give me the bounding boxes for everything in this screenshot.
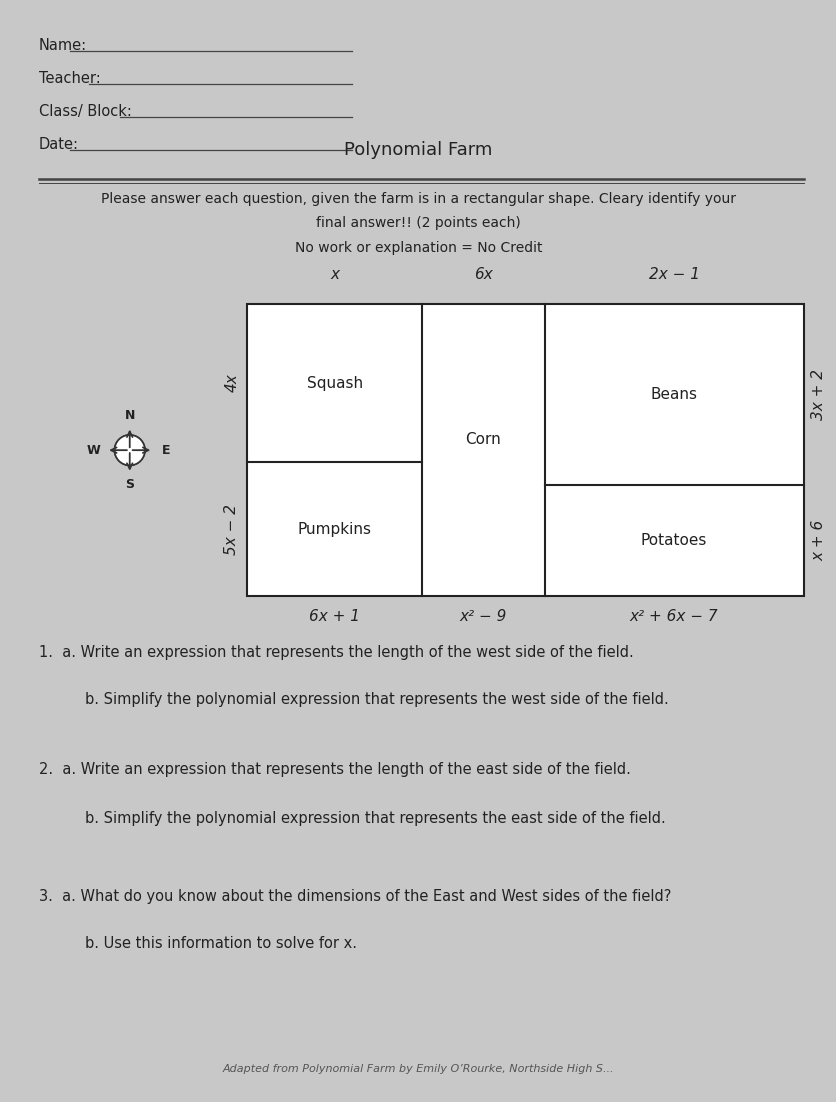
Bar: [247, 304, 803, 596]
Text: Teacher:: Teacher:: [38, 71, 100, 86]
Ellipse shape: [115, 435, 145, 465]
Text: Please answer each question, given the farm is in a rectangular shape. Cleary id: Please answer each question, given the f…: [101, 192, 735, 206]
Text: 2.  a. Write an expression that represents the length of the east side of the fi: 2. a. Write an expression that represent…: [38, 761, 630, 777]
Text: final answer!! (2 points each): final answer!! (2 points each): [316, 216, 520, 230]
Text: b. Simplify the polynomial expression that represents the east side of the field: b. Simplify the polynomial expression th…: [84, 811, 665, 826]
Text: W: W: [87, 444, 100, 456]
Text: 3.  a. What do you know about the dimensions of the East and West sides of the f: 3. a. What do you know about the dimensi…: [38, 888, 670, 904]
Text: b. Use this information to solve for x.: b. Use this information to solve for x.: [84, 936, 356, 951]
Text: Date:: Date:: [38, 137, 79, 152]
Text: S: S: [125, 478, 134, 491]
Text: N: N: [125, 409, 135, 422]
Text: No work or explanation = No Credit: No work or explanation = No Credit: [294, 240, 542, 255]
Text: 5x − 2: 5x − 2: [224, 504, 239, 554]
Text: Potatoes: Potatoes: [640, 533, 706, 548]
Text: Corn: Corn: [465, 432, 501, 446]
Text: Squash: Squash: [306, 376, 362, 390]
Text: 6x + 1: 6x + 1: [308, 609, 359, 625]
Text: x: x: [329, 267, 339, 282]
Text: Pumpkins: Pumpkins: [298, 521, 371, 537]
Text: x² + 6x − 7: x² + 6x − 7: [629, 609, 717, 625]
Text: 1.  a. Write an expression that represents the length of the west side of the fi: 1. a. Write an expression that represent…: [38, 645, 633, 660]
Text: Beans: Beans: [650, 387, 696, 402]
Text: b. Simplify the polynomial expression that represents the west side of the field: b. Simplify the polynomial expression th…: [84, 692, 667, 707]
Text: E: E: [161, 444, 170, 456]
Text: 2x − 1: 2x − 1: [648, 267, 699, 282]
Text: 6x: 6x: [473, 267, 492, 282]
Text: x² − 9: x² − 9: [459, 609, 507, 625]
Text: Class/ Block:: Class/ Block:: [38, 104, 131, 119]
Text: 3x + 2: 3x + 2: [810, 369, 825, 420]
Text: Adapted from Polynomial Farm by Emily O’Rourke, Northside High S...: Adapted from Polynomial Farm by Emily O’…: [222, 1065, 614, 1074]
Text: Name:: Name:: [38, 37, 86, 53]
Text: 4x: 4x: [224, 374, 239, 392]
Text: Polynomial Farm: Polynomial Farm: [344, 141, 492, 159]
Text: x + 6: x + 6: [810, 520, 825, 561]
